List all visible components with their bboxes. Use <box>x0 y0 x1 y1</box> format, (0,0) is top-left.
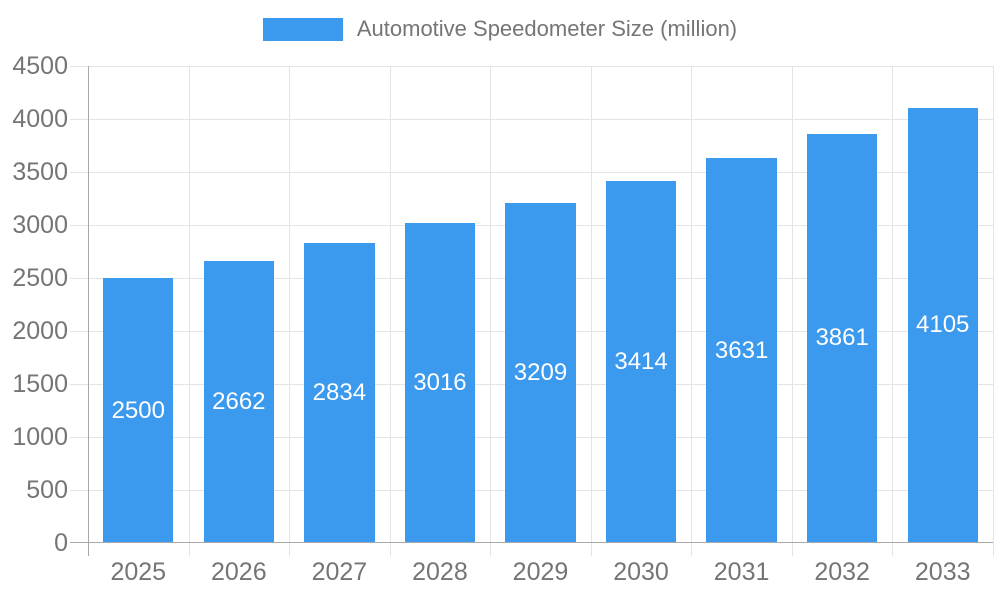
y-tick-label: 0 <box>54 529 68 557</box>
x-gridline <box>892 66 894 543</box>
bar: 2500 <box>103 278 174 543</box>
y-tick-label: 4000 <box>12 105 68 133</box>
bar: 3414 <box>605 181 677 543</box>
x-tick-label: 2028 <box>412 558 468 586</box>
x-axis-tick <box>188 543 190 556</box>
x-tick-label: 2025 <box>110 558 167 586</box>
bar: 2662 <box>203 260 274 543</box>
bar-value-label: 3861 <box>815 324 869 352</box>
x-axis-tick <box>892 543 894 556</box>
x-tick-label: 2029 <box>512 558 569 586</box>
y-axis-line <box>88 66 89 556</box>
x-gridline <box>289 66 291 543</box>
x-gridline <box>590 66 592 543</box>
x-axis-tick <box>490 543 492 556</box>
y-tick-label: 500 <box>26 476 68 504</box>
x-tick-label: 2033 <box>914 558 971 586</box>
legend: Automotive Speedometer Size (million) <box>0 16 1000 42</box>
bar-value-label: 3209 <box>513 358 568 386</box>
bar-value-label: 2662 <box>212 387 266 415</box>
bar: 2834 <box>304 242 375 543</box>
x-axis-tick <box>289 543 291 556</box>
y-tick-label: 3500 <box>12 158 68 186</box>
x-axis-tick <box>590 543 592 556</box>
y-tick-label: 4500 <box>12 52 68 80</box>
x-gridline <box>791 66 793 543</box>
bar: 3631 <box>706 158 777 543</box>
legend-swatch <box>262 17 343 41</box>
y-tick-label: 2000 <box>12 317 68 345</box>
y-tick-label: 1500 <box>12 370 68 398</box>
x-gridline <box>389 66 391 543</box>
bar: 3209 <box>505 202 576 543</box>
bar: 3016 <box>404 223 476 543</box>
y-tick-label: 3000 <box>12 211 68 239</box>
plot-area: 0 500 1000 1500 2000 2500 3000 3500 4000 4500 2500… <box>12 53 994 586</box>
x-axis-tick <box>691 543 693 556</box>
bar-value-label: 2500 <box>111 396 165 424</box>
y-gridline <box>70 66 993 67</box>
legend-label: Automotive Speedometer Size (million) <box>356 16 738 41</box>
y-tick-label: 2500 <box>12 264 68 292</box>
x-gridline <box>188 66 190 543</box>
bar-value-label: 4105 <box>916 311 970 339</box>
x-gridline <box>691 66 693 543</box>
bar-value-label: 3631 <box>714 336 769 364</box>
y-gridline <box>70 172 993 173</box>
x-axis-tick <box>389 543 391 556</box>
bar: 4105 <box>907 107 978 543</box>
x-axis-tick <box>791 543 793 556</box>
bar-value-label: 3016 <box>413 369 467 397</box>
bar-value-label: 3414 <box>614 348 668 376</box>
x-axis-line <box>70 542 993 543</box>
y-gridline <box>70 119 993 120</box>
x-gridline <box>993 66 994 543</box>
bar: 3861 <box>806 133 878 543</box>
bar-value-label: 2834 <box>312 378 367 406</box>
x-tick-label: 2030 <box>613 558 669 586</box>
legend-item[interactable]: Automotive Speedometer Size (million) <box>262 16 738 42</box>
y-tick-label: 1000 <box>12 423 68 451</box>
x-tick-label: 2031 <box>713 558 770 586</box>
x-tick-label: 2027 <box>311 558 368 586</box>
x-axis-tick <box>993 543 994 556</box>
x-tick-label: 2032 <box>814 558 870 586</box>
x-tick-label: 2026 <box>211 558 267 586</box>
x-gridline <box>490 66 492 543</box>
